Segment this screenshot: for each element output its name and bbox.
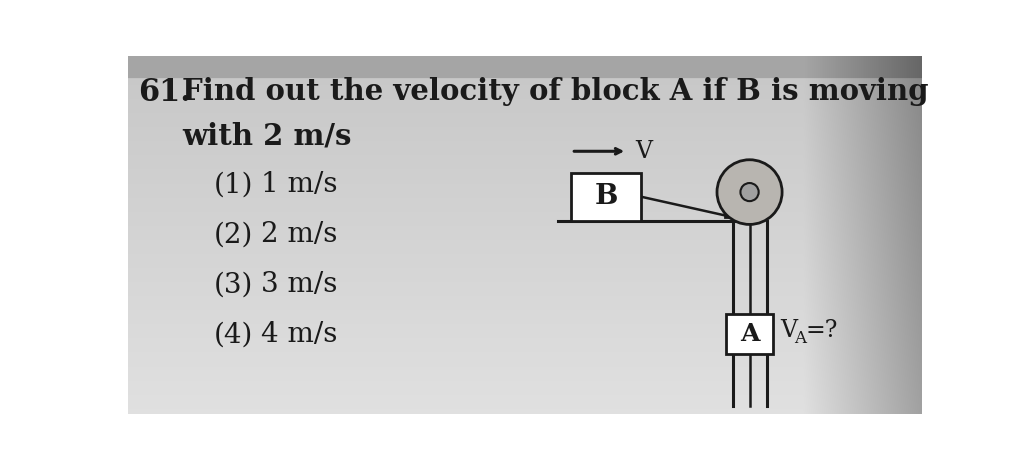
Text: (3): (3) bbox=[213, 272, 253, 299]
Text: 3 m/s: 3 m/s bbox=[261, 272, 338, 299]
Text: 61.: 61. bbox=[138, 77, 190, 107]
Text: A: A bbox=[795, 330, 807, 347]
Text: =?: =? bbox=[805, 319, 838, 342]
Text: 1 m/s: 1 m/s bbox=[261, 171, 338, 198]
Bar bbox=[725, 192, 750, 217]
Text: 4 m/s: 4 m/s bbox=[261, 321, 338, 348]
Text: V: V bbox=[780, 319, 798, 342]
Text: V: V bbox=[635, 140, 652, 163]
Bar bbox=[726, 314, 773, 354]
Text: (2): (2) bbox=[213, 221, 253, 248]
Text: with 2 m/s: with 2 m/s bbox=[182, 121, 352, 150]
Text: A: A bbox=[739, 322, 760, 346]
Circle shape bbox=[717, 160, 782, 225]
Circle shape bbox=[740, 183, 759, 201]
Text: B: B bbox=[595, 183, 617, 210]
Text: (1): (1) bbox=[213, 171, 253, 198]
Text: Find out the velocity of block A if B is moving: Find out the velocity of block A if B is… bbox=[182, 77, 929, 106]
Bar bbox=[571, 173, 641, 220]
Text: 2 m/s: 2 m/s bbox=[261, 221, 338, 248]
Text: (4): (4) bbox=[213, 321, 253, 348]
